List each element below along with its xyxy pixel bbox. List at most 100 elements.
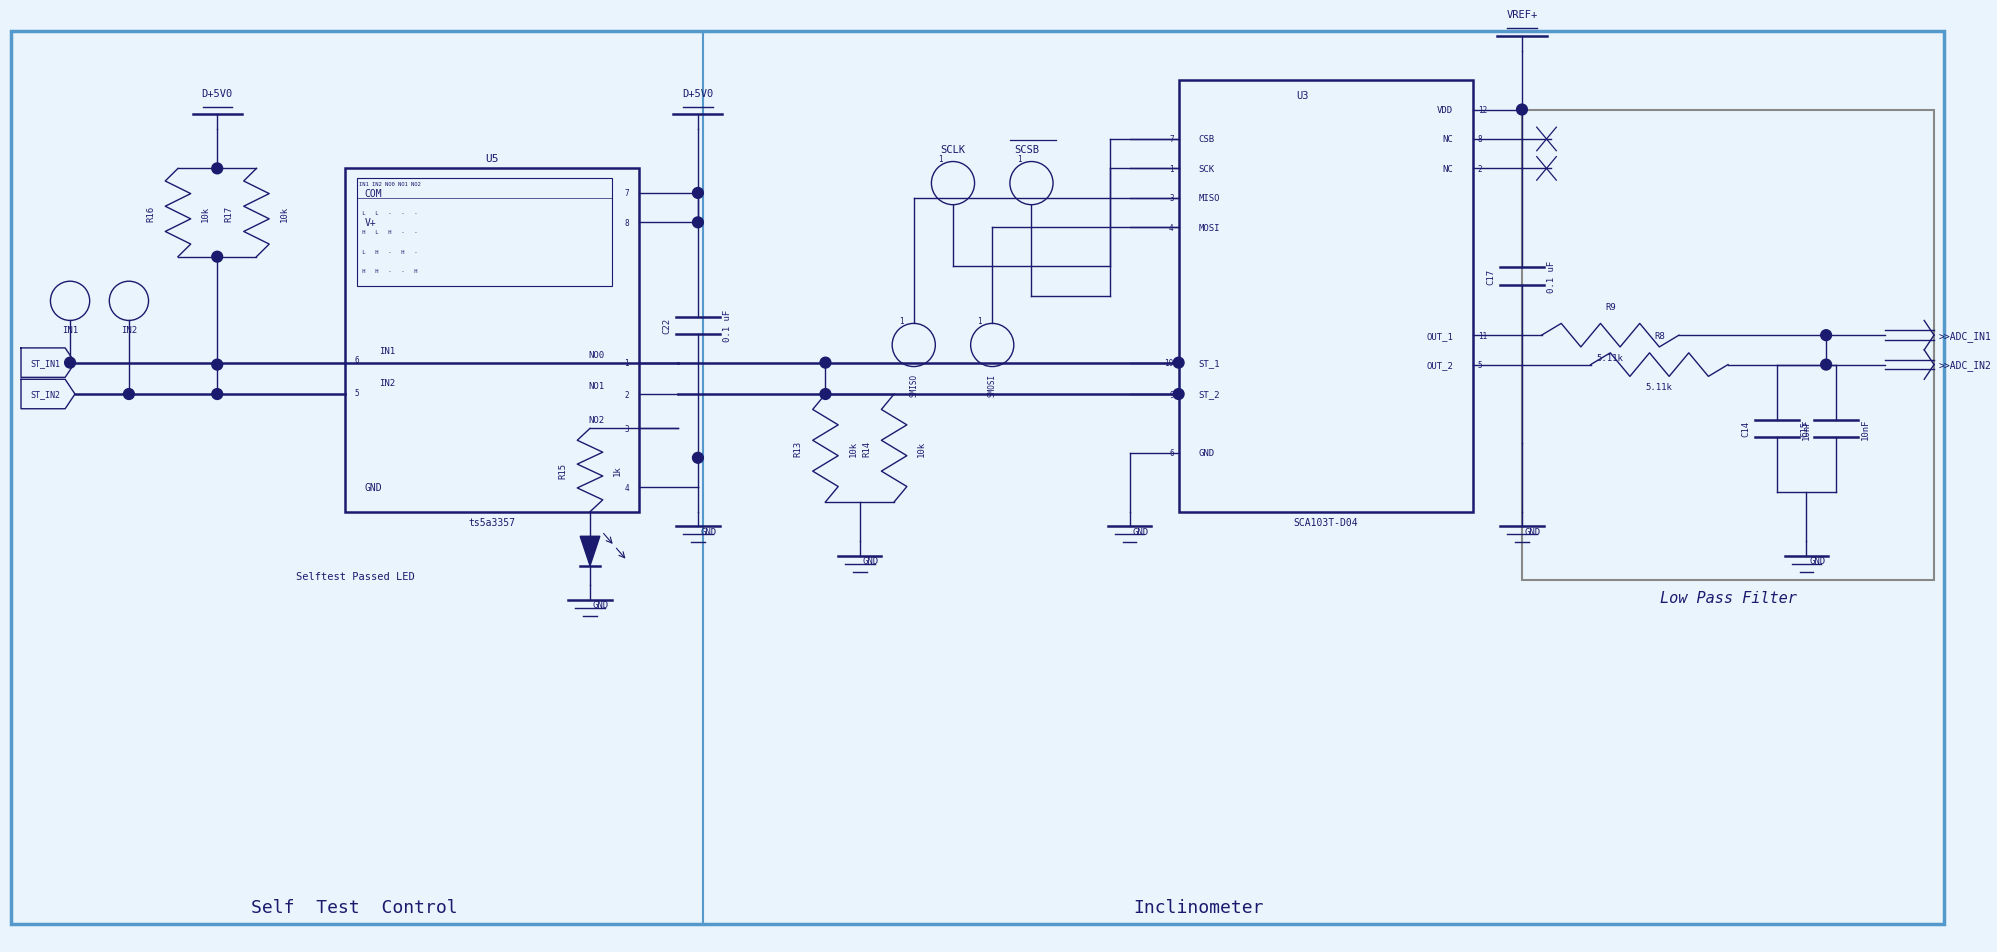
Circle shape — [821, 389, 831, 400]
Text: 8: 8 — [1478, 135, 1482, 145]
Text: L   L   -   -   -: L L - - - — [359, 210, 417, 215]
Text: 10k: 10k — [280, 206, 288, 222]
Circle shape — [1821, 360, 1831, 370]
Text: R16: R16 — [146, 206, 156, 222]
Text: C14: C14 — [1741, 421, 1749, 437]
Bar — [1522, 110, 1933, 581]
Text: 1k: 1k — [613, 466, 621, 476]
Text: 4: 4 — [1168, 224, 1174, 232]
Text: SCK: SCK — [1198, 165, 1214, 173]
Text: NO2: NO2 — [589, 416, 605, 425]
Text: R9: R9 — [1606, 303, 1616, 311]
Text: 10nF: 10nF — [1801, 418, 1811, 440]
Circle shape — [124, 389, 134, 400]
Text: 4: 4 — [625, 484, 629, 492]
Text: R13: R13 — [793, 441, 803, 457]
Text: 1: 1 — [1016, 155, 1020, 164]
Text: 1: 1 — [625, 359, 629, 367]
Text: C17: C17 — [1486, 269, 1496, 285]
Text: 3: 3 — [1168, 194, 1174, 203]
Text: 2: 2 — [1478, 165, 1482, 173]
Circle shape — [693, 218, 703, 228]
Text: 5: 5 — [355, 388, 359, 397]
Text: C22: C22 — [663, 318, 671, 334]
Text: NO0: NO0 — [589, 350, 605, 359]
Text: C15: C15 — [1799, 421, 1809, 437]
Text: Inclinometer: Inclinometer — [1132, 898, 1264, 916]
Text: 5.11k: 5.11k — [1598, 353, 1624, 363]
Text: U3: U3 — [1296, 90, 1308, 101]
Text: 10: 10 — [1164, 359, 1174, 367]
Text: 5.11k: 5.11k — [1646, 383, 1673, 392]
Circle shape — [1516, 105, 1528, 116]
Text: OUT_1: OUT_1 — [1426, 331, 1454, 340]
Text: 10k: 10k — [202, 206, 210, 222]
Text: CSB: CSB — [1198, 135, 1214, 145]
Text: Low Pass Filter: Low Pass Filter — [1660, 590, 1797, 605]
Text: >>ADC_IN2: >>ADC_IN2 — [1939, 360, 1991, 370]
Bar — [357, 179, 611, 287]
Bar — [345, 169, 639, 512]
Text: R8: R8 — [1654, 331, 1665, 341]
Circle shape — [1172, 358, 1184, 368]
Text: ST_IN1: ST_IN1 — [30, 359, 60, 367]
Text: SCLK: SCLK — [941, 145, 965, 154]
Text: VDD: VDD — [1438, 106, 1454, 115]
Text: R15: R15 — [557, 463, 567, 479]
Text: R17: R17 — [224, 206, 234, 222]
Text: IN2: IN2 — [379, 379, 395, 387]
Circle shape — [212, 360, 222, 370]
Text: D+5V0: D+5V0 — [202, 89, 234, 99]
Text: 7: 7 — [625, 189, 629, 198]
Text: ts5a3357: ts5a3357 — [469, 517, 515, 527]
Text: MISO: MISO — [1198, 194, 1220, 203]
Text: U5: U5 — [485, 154, 499, 165]
Text: 10nF: 10nF — [1861, 418, 1869, 440]
Text: SCA103T-D04: SCA103T-D04 — [1294, 517, 1358, 527]
Text: IN1: IN1 — [379, 347, 395, 355]
Text: 1: 1 — [977, 317, 983, 326]
Text: >>ADC_IN1: >>ADC_IN1 — [1939, 330, 1991, 341]
Text: 1: 1 — [899, 317, 905, 326]
Text: GND: GND — [1526, 527, 1542, 536]
Text: GND: GND — [1132, 527, 1148, 536]
Text: NC: NC — [1442, 135, 1454, 145]
Text: IN2: IN2 — [122, 326, 138, 335]
Text: 6: 6 — [355, 356, 359, 365]
Text: H   H   -   -   H: H H - - H — [359, 269, 417, 274]
Text: VREF+: VREF+ — [1506, 10, 1538, 20]
Text: GND: GND — [701, 527, 717, 536]
Text: H   L   H   -   -: H L H - - — [359, 230, 417, 235]
Text: ST_IN2: ST_IN2 — [30, 390, 60, 399]
Text: 12: 12 — [1478, 106, 1488, 115]
Text: 0.1 uF: 0.1 uF — [723, 310, 731, 342]
Circle shape — [212, 252, 222, 263]
Text: V+: V+ — [363, 218, 375, 228]
Circle shape — [1821, 330, 1831, 341]
Text: 1: 1 — [1168, 165, 1174, 173]
Text: GND: GND — [593, 601, 609, 610]
Text: 3: 3 — [625, 425, 629, 433]
Text: 0.1 uF: 0.1 uF — [1548, 261, 1556, 293]
Polygon shape — [581, 537, 599, 566]
Text: IN1 IN2 NO0 NO1 NO2: IN1 IN2 NO0 NO1 NO2 — [359, 182, 421, 187]
Circle shape — [212, 389, 222, 400]
Text: GND: GND — [863, 557, 879, 565]
Text: 5: 5 — [1478, 361, 1482, 369]
Circle shape — [821, 358, 831, 368]
Text: 1: 1 — [939, 155, 943, 164]
Text: 2: 2 — [625, 390, 629, 399]
Circle shape — [212, 164, 222, 174]
Text: GND: GND — [1198, 449, 1214, 458]
Text: 10k: 10k — [917, 441, 927, 457]
Text: SMISO: SMISO — [909, 373, 919, 396]
Text: R14: R14 — [863, 441, 871, 457]
Text: Self  Test  Control: Self Test Control — [252, 898, 457, 916]
Text: L   H   -   H   -: L H - H - — [359, 249, 417, 254]
Text: COM: COM — [363, 188, 381, 199]
Text: 8: 8 — [625, 219, 629, 228]
Text: 9: 9 — [1168, 390, 1174, 399]
Text: 6: 6 — [1168, 449, 1174, 458]
Text: 10k: 10k — [849, 441, 857, 457]
Text: 11: 11 — [1478, 331, 1488, 340]
